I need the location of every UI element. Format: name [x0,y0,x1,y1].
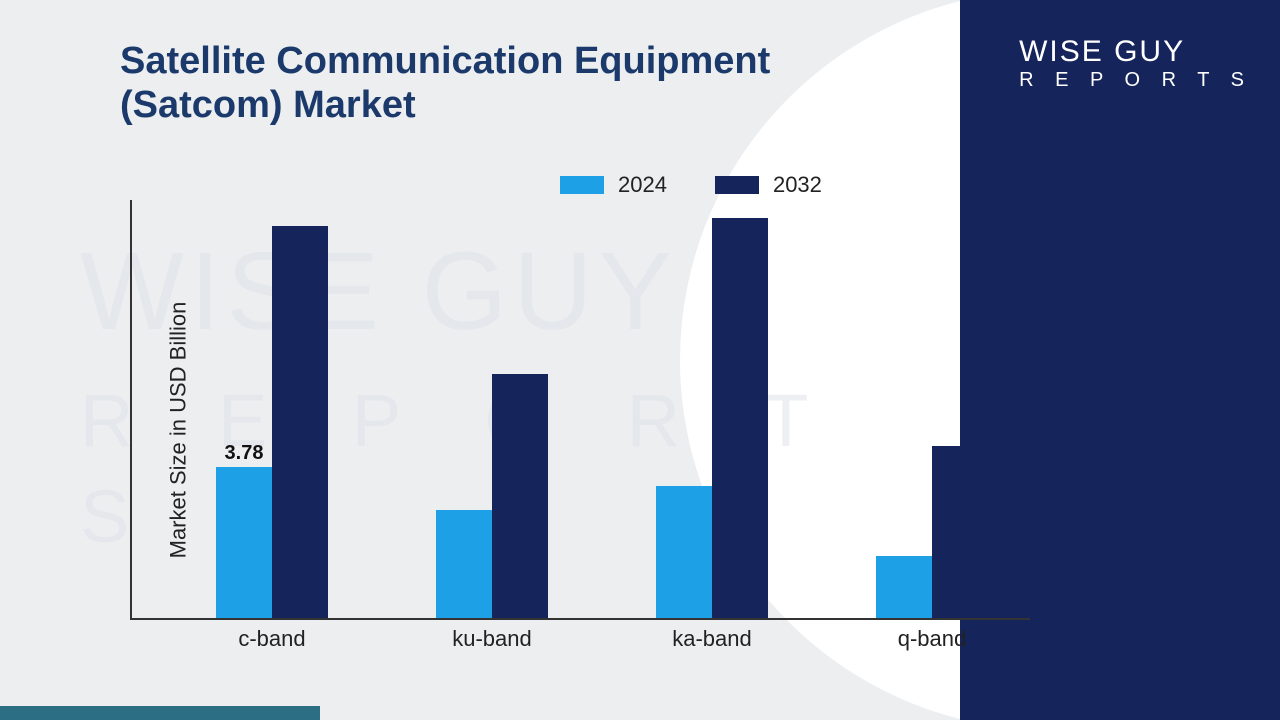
legend-label-2024: 2024 [618,172,667,198]
bar-2024 [216,467,272,618]
value-label: 3.78 [225,442,264,469]
bottom-accent-bar [0,706,320,720]
legend-swatch-2032 [715,176,759,194]
chart-title: Satellite Communication Equipment (Satco… [120,40,880,127]
bar-2024 [876,556,932,618]
legend-item-2032: 2032 [715,172,822,198]
bar-2024 [436,510,492,618]
brand-logo: WISE GUY R E P O R T S [1019,36,1252,91]
bar-2024 [656,486,712,618]
bar-2032 [712,218,768,618]
category-label: q-band [842,618,1022,652]
legend: 2024 2032 [560,172,822,198]
bar-chart: Market Size in USD Billion 2024 2032 c-b… [100,200,1060,660]
category-label: ku-band [402,618,582,652]
bar-group: q-band [842,446,1022,618]
bar-2032 [272,226,328,618]
bar-group: ku-band [402,374,582,618]
bar-group: c-band [182,226,362,618]
category-label: ka-band [622,618,802,652]
bar-2032 [932,446,988,618]
bar-group: ka-band [622,218,802,618]
legend-swatch-2024 [560,176,604,194]
plot-area: c-bandku-bandka-bandq-band 3.78 [130,200,1030,620]
category-label: c-band [182,618,362,652]
legend-item-2024: 2024 [560,172,667,198]
bar-2032 [492,374,548,618]
infographic-canvas: WISE GUY R E P O R T S Satellite Communi… [0,0,1280,720]
legend-label-2032: 2032 [773,172,822,198]
brand-logo-line1: WISE GUY [1019,35,1185,68]
brand-logo-line2: R E P O R T S [1019,70,1252,91]
